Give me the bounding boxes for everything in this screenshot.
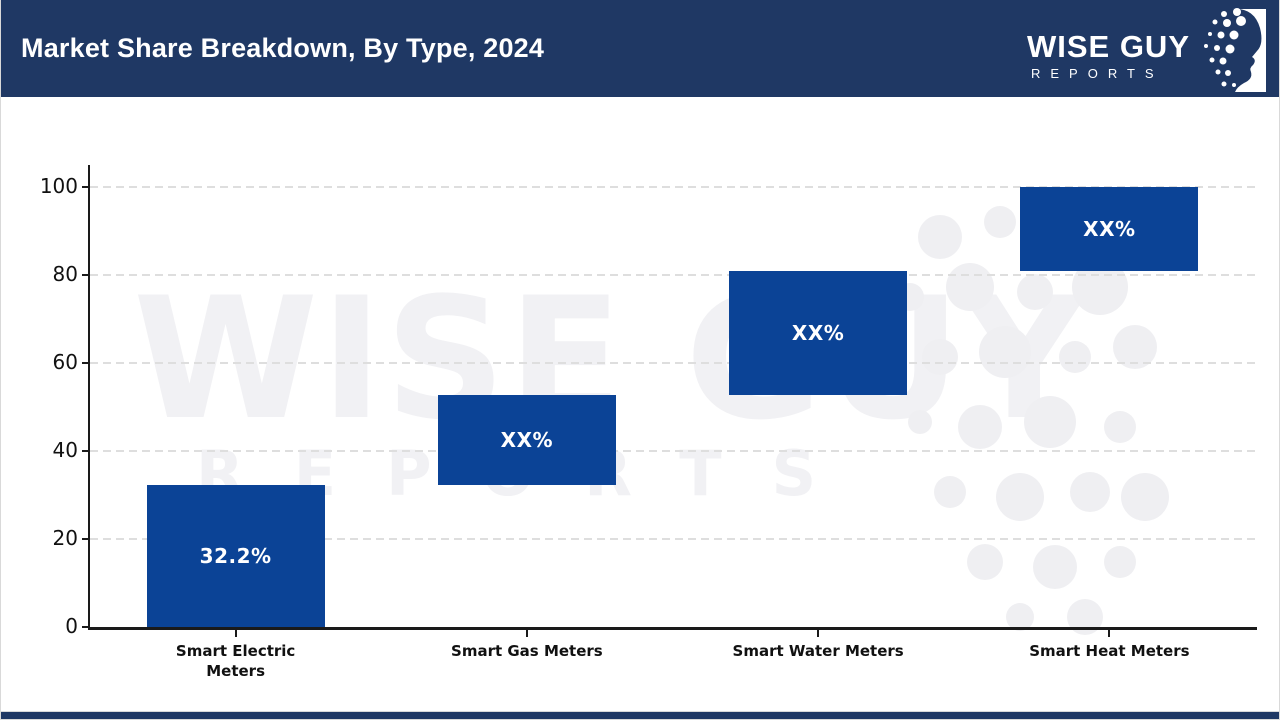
bar-2: XX% [437,395,616,486]
x-tick-label: Smart Gas Meters [451,642,603,660]
x-tick-mark [817,630,820,637]
y-tick-label: 80 [52,262,78,286]
x-tick-mark [525,630,528,637]
x-tick-label: Smart Water Meters [732,642,904,660]
x-tick-label: Smart Heat Meters [1029,642,1190,660]
x-tick-mark [1108,630,1111,637]
gridline-80 [90,274,1255,276]
footer-bar [0,711,1280,720]
bar-1: 32.2% [146,485,325,627]
logo-subtitle: REPORTS [1030,65,1164,81]
logo-wordmark: WISE GUY [1026,28,1190,64]
x-tick-mark [234,630,237,637]
y-tick-label: 0 [65,614,78,638]
y-tick-mark [82,538,89,540]
y-tick-label: 20 [52,526,78,550]
y-tick-mark [82,274,89,276]
x-axis-line [88,627,1257,630]
bar-value-label: XX% [791,321,845,346]
header-bar: Market Share Breakdown, By Type, 2024 WI… [0,0,1280,97]
y-tick-mark [82,450,89,452]
waterfall-chart: WISE GUY REPORTS 02040608010032.2%Smart … [0,97,1280,712]
bar-4: XX% [1020,187,1199,272]
gridline-100 [90,186,1255,188]
bar-value-label: XX% [500,428,554,453]
y-tick-mark [82,626,89,628]
y-tick-label: 100 [39,174,78,198]
page-title: Market Share Breakdown, By Type, 2024 [21,33,545,63]
dotted-face-icon [1194,6,1266,96]
gridline-40 [90,450,1255,452]
bar-3: XX% [729,271,908,396]
y-tick-label: 40 [52,438,78,462]
x-tick-label: Smart Electric Meters [175,642,296,681]
y-axis-line [88,165,90,629]
gridline-60 [90,362,1255,364]
y-tick-mark [82,362,89,364]
bar-value-label: 32.2% [199,544,272,569]
gridline-20 [90,538,1255,540]
wise-guy-logo: WISE GUY REPORTS [1027,6,1266,96]
y-tick-mark [82,186,89,188]
bar-value-label: XX% [1083,217,1136,242]
y-tick-label: 60 [52,350,78,374]
logo-text: WISE GUY REPORTS [1027,31,1190,80]
